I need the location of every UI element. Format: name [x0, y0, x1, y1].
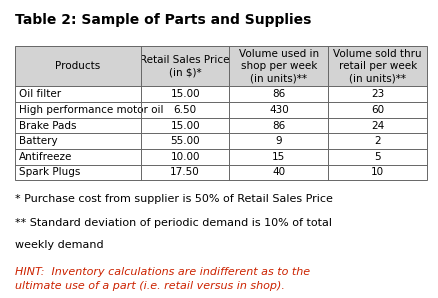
Text: HINT:  Inventory calculations are indifferent as to the
ultimate use of a part (: HINT: Inventory calculations are indiffe…: [15, 267, 311, 291]
Text: 60: 60: [371, 105, 384, 115]
Text: Retail Sales Price
(in $)*: Retail Sales Price (in $)*: [141, 55, 230, 77]
Text: 17.50: 17.50: [170, 167, 200, 178]
Text: Brake Pads: Brake Pads: [19, 120, 76, 131]
Text: 430: 430: [269, 105, 289, 115]
Text: 55.00: 55.00: [170, 136, 200, 146]
Text: 24: 24: [371, 120, 384, 131]
Text: Volume sold thru
retail per week
(in units)**: Volume sold thru retail per week (in uni…: [333, 49, 422, 83]
Text: weekly demand: weekly demand: [15, 240, 104, 250]
Text: 5: 5: [374, 152, 381, 162]
Text: Oil filter: Oil filter: [19, 89, 61, 99]
Text: 86: 86: [272, 120, 286, 131]
Text: 2: 2: [374, 136, 381, 146]
Text: ** Standard deviation of periodic demand is 10% of total: ** Standard deviation of periodic demand…: [15, 218, 332, 228]
Text: Battery: Battery: [19, 136, 57, 146]
Text: 86: 86: [272, 89, 286, 99]
Text: 6.50: 6.50: [173, 105, 197, 115]
Text: 10.00: 10.00: [170, 152, 200, 162]
Text: 23: 23: [371, 89, 384, 99]
Text: * Purchase cost from supplier is 50% of Retail Sales Price: * Purchase cost from supplier is 50% of …: [15, 194, 333, 204]
Text: Table 2: Sample of Parts and Supplies: Table 2: Sample of Parts and Supplies: [15, 13, 312, 27]
Text: High performance motor oil: High performance motor oil: [19, 105, 163, 115]
Text: 10: 10: [371, 167, 384, 178]
Text: Antifreeze: Antifreeze: [19, 152, 72, 162]
Text: 15.00: 15.00: [170, 89, 200, 99]
Text: Volume used in
shop per week
(in units)**: Volume used in shop per week (in units)*…: [239, 49, 319, 83]
Text: 9: 9: [276, 136, 282, 146]
Text: Products: Products: [56, 61, 101, 71]
Text: 15.00: 15.00: [170, 120, 200, 131]
Text: 15: 15: [272, 152, 286, 162]
Bar: [15, 46, 427, 86]
Text: Spark Plugs: Spark Plugs: [19, 167, 80, 178]
Text: 40: 40: [272, 167, 286, 178]
Bar: [15, 46, 427, 180]
